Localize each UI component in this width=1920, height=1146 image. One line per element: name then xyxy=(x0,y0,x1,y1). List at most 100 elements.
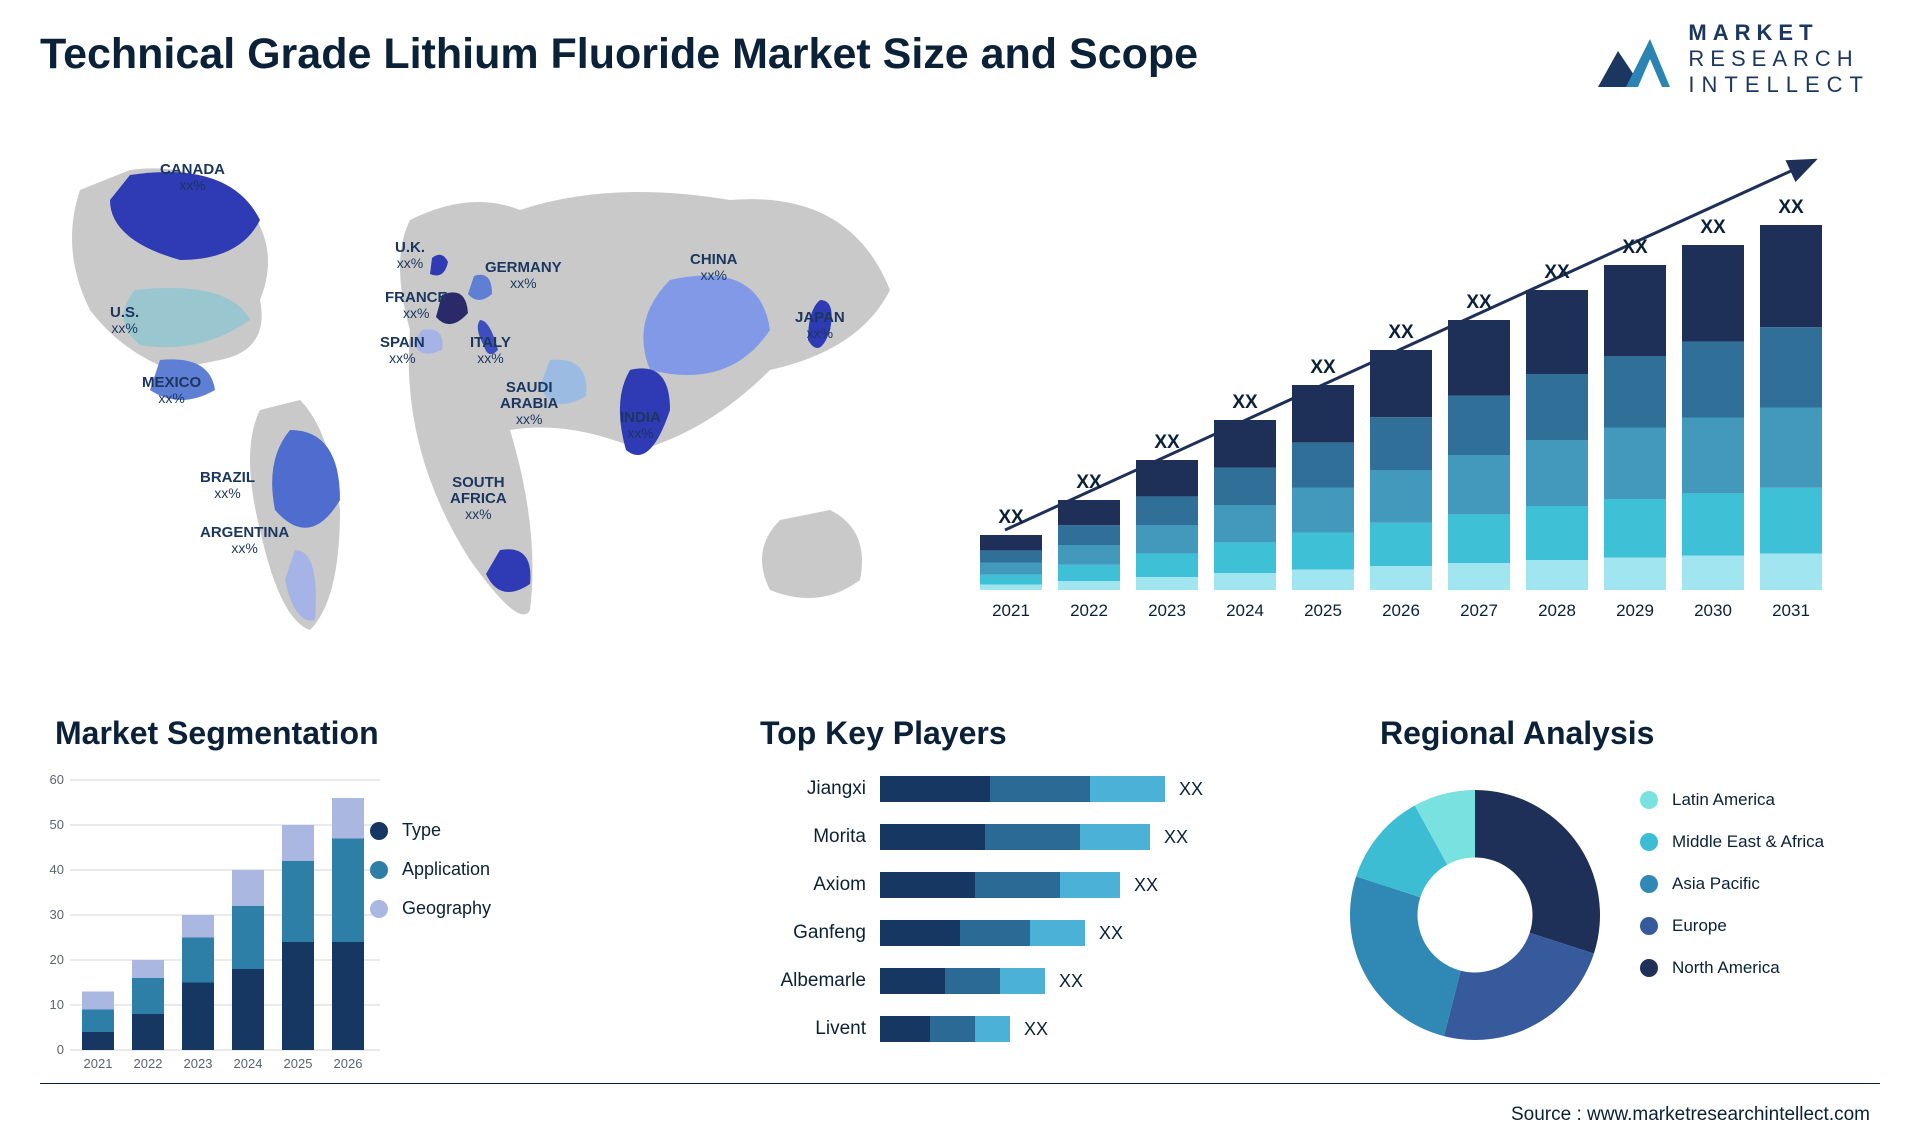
legend-item: Application xyxy=(370,859,540,880)
donut-svg xyxy=(1330,770,1620,1060)
svg-text:XX: XX xyxy=(998,507,1024,528)
segmentation-title: Market Segmentation xyxy=(55,715,379,752)
svg-text:20: 20 xyxy=(50,952,64,967)
svg-text:XX: XX xyxy=(1232,392,1258,413)
player-bar xyxy=(880,920,1085,946)
player-value: XX xyxy=(1179,779,1203,800)
logo-line-2: RESEARCH xyxy=(1688,46,1870,72)
svg-text:XX: XX xyxy=(1076,472,1102,493)
main-chart-svg: XX 2021 XX 2022 XX 2023 XX 2024 XX 2025 XX 2026 XX 20… xyxy=(970,150,1860,650)
country-label: MEXICOxx% xyxy=(142,375,201,407)
regional-legend: Latin America Middle East & Africa Asia Pa… xyxy=(1640,790,1890,1000)
country-label: FRANCExx% xyxy=(385,290,448,322)
svg-text:2023: 2023 xyxy=(184,1056,213,1071)
svg-text:2029: 2029 xyxy=(1616,601,1654,620)
player-row: Livent XX xyxy=(760,1010,1280,1048)
svg-text:2031: 2031 xyxy=(1772,601,1810,620)
country-label: SAUDIARABIAxx% xyxy=(500,380,558,427)
main-stacked-bar-chart: XX 2021 XX 2022 XX 2023 XX 2024 XX 2025 XX 2026 XX 20… xyxy=(970,150,1860,650)
player-value: XX xyxy=(1099,923,1123,944)
logo-mark-icon xyxy=(1594,24,1674,94)
svg-text:2026: 2026 xyxy=(334,1056,363,1071)
svg-text:XX: XX xyxy=(1778,197,1804,218)
player-bar xyxy=(880,1016,1010,1042)
player-row: Ganfeng XX xyxy=(760,914,1280,952)
svg-text:2022: 2022 xyxy=(134,1056,163,1071)
key-players-chart: JiangxiXXMoritaXXAxiomXXGanfengXXAlbemar… xyxy=(760,770,1280,1080)
country-label: SOUTHAFRICAxx% xyxy=(450,475,507,522)
player-row: Axiom XX xyxy=(760,866,1280,904)
svg-text:50: 50 xyxy=(50,817,64,832)
legend-item: Asia Pacific xyxy=(1640,874,1890,894)
country-label: ITALYxx% xyxy=(470,335,511,367)
player-value: XX xyxy=(1024,1019,1048,1040)
country-label: INDIAxx% xyxy=(620,410,661,442)
regional-donut xyxy=(1330,770,1620,1060)
segmentation-legend: Type Application Geography xyxy=(370,820,540,937)
player-name: Albemarle xyxy=(760,970,880,992)
svg-text:2027: 2027 xyxy=(1460,601,1498,620)
svg-text:2022: 2022 xyxy=(1070,601,1108,620)
player-value: XX xyxy=(1059,971,1083,992)
regional-title: Regional Analysis xyxy=(1380,715,1654,752)
legend-item: Latin America xyxy=(1640,790,1890,810)
page-root: Technical Grade Lithium Fluoride Market … xyxy=(0,0,1920,1146)
logo-line-1: MARKET xyxy=(1688,20,1870,46)
svg-text:XX: XX xyxy=(1700,217,1726,238)
player-bar xyxy=(880,968,1045,994)
page-title: Technical Grade Lithium Fluoride Market … xyxy=(40,30,1198,79)
players-title: Top Key Players xyxy=(760,715,1007,752)
source-text: Source : www.marketresearchintellect.com xyxy=(1511,1104,1870,1126)
brand-logo: MARKET RESEARCH INTELLECT xyxy=(1594,20,1870,98)
svg-text:2023: 2023 xyxy=(1148,601,1186,620)
player-bar xyxy=(880,872,1120,898)
svg-text:10: 10 xyxy=(50,997,64,1012)
svg-text:2024: 2024 xyxy=(234,1056,263,1071)
country-label: U.S.xx% xyxy=(110,305,139,337)
player-value: XX xyxy=(1164,827,1188,848)
legend-item: North America xyxy=(1640,958,1890,978)
country-label: SPAINxx% xyxy=(380,335,425,367)
legend-item: Geography xyxy=(370,898,540,919)
player-name: Ganfeng xyxy=(760,922,880,944)
svg-text:XX: XX xyxy=(1388,322,1414,343)
country-label: JAPANxx% xyxy=(795,310,845,342)
svg-text:40: 40 xyxy=(50,862,64,877)
svg-text:2021: 2021 xyxy=(992,601,1030,620)
player-row: Jiangxi XX xyxy=(760,770,1280,808)
player-name: Morita xyxy=(760,826,880,848)
svg-text:60: 60 xyxy=(50,772,64,787)
svg-text:XX: XX xyxy=(1466,292,1492,313)
logo-line-3: INTELLECT xyxy=(1688,72,1870,98)
svg-text:XX: XX xyxy=(1310,357,1336,378)
svg-text:XX: XX xyxy=(1154,432,1180,453)
segmentation-chart-svg: 0102030405060202120222023202420252026 xyxy=(40,770,380,1080)
footer-divider xyxy=(40,1083,1880,1084)
svg-text:XX: XX xyxy=(1622,237,1648,258)
player-name: Livent xyxy=(760,1018,880,1040)
legend-item: Middle East & Africa xyxy=(1640,832,1890,852)
legend-item: Europe xyxy=(1640,916,1890,936)
world-map: CANADAxx%U.S.xx%MEXICOxx%BRAZILxx%ARGENT… xyxy=(50,130,930,660)
player-value: XX xyxy=(1134,875,1158,896)
logo-text: MARKET RESEARCH INTELLECT xyxy=(1688,20,1870,98)
country-label: CHINAxx% xyxy=(690,252,738,284)
player-bar xyxy=(880,824,1150,850)
svg-text:0: 0 xyxy=(57,1042,64,1057)
country-label: BRAZILxx% xyxy=(200,470,255,502)
svg-text:XX: XX xyxy=(1544,262,1570,283)
svg-text:2026: 2026 xyxy=(1382,601,1420,620)
svg-text:2024: 2024 xyxy=(1226,601,1264,620)
legend-item: Type xyxy=(370,820,540,841)
svg-text:2028: 2028 xyxy=(1538,601,1576,620)
player-row: Morita XX xyxy=(760,818,1280,856)
player-row: Albemarle XX xyxy=(760,962,1280,1000)
svg-text:2025: 2025 xyxy=(1304,601,1342,620)
player-name: Axiom xyxy=(760,874,880,896)
country-label: ARGENTINAxx% xyxy=(200,525,289,557)
player-name: Jiangxi xyxy=(760,778,880,800)
svg-text:2030: 2030 xyxy=(1694,601,1732,620)
country-label: U.K.xx% xyxy=(395,240,425,272)
player-bar xyxy=(880,776,1165,802)
svg-text:2025: 2025 xyxy=(284,1056,313,1071)
